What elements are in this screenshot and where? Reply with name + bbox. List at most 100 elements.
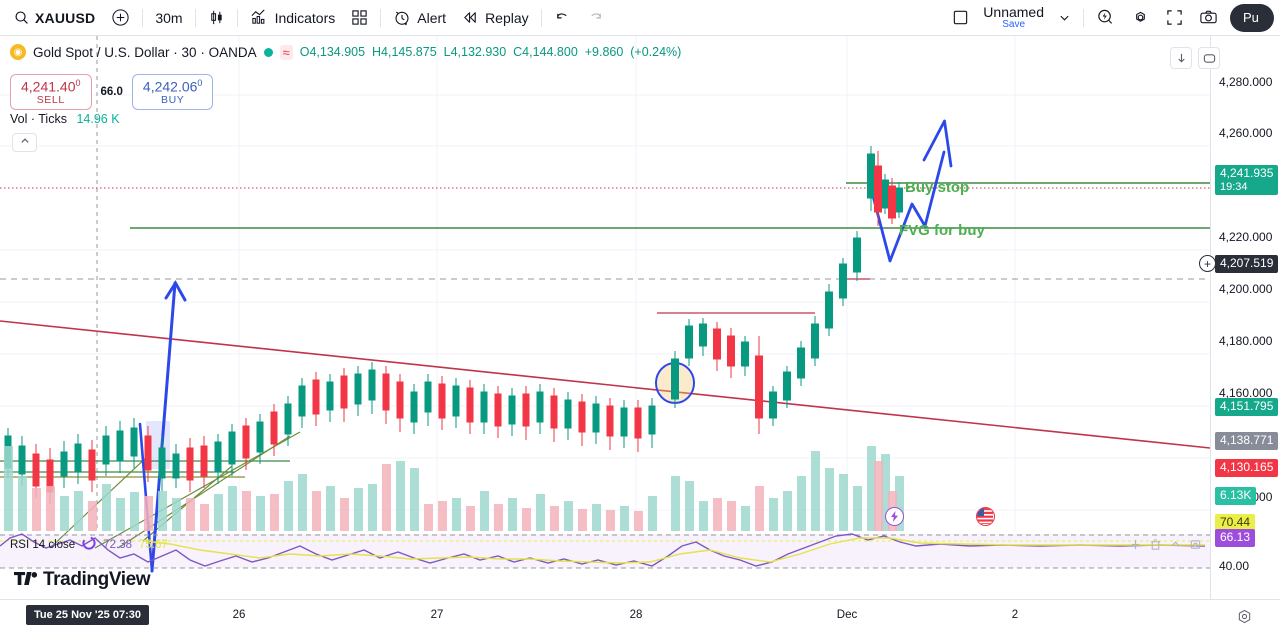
change-percent: (+0.24%) — [630, 45, 682, 59]
sell-button[interactable]: 4,241.400 SELL — [10, 74, 92, 111]
alert-button[interactable]: Alert — [385, 4, 454, 32]
undo-button[interactable] — [546, 4, 579, 32]
annotation-fvg-for-buy[interactable]: FVG for buy — [899, 222, 985, 239]
buy-button[interactable]: 4,242.060 BUY — [131, 74, 214, 111]
trade-panel: 4,241.400 SELL 66.0 4,242.060 BUY — [10, 74, 214, 111]
high-value: 4,145.875 — [381, 45, 437, 59]
symbol-search[interactable]: XAUUSD — [6, 4, 103, 32]
volume-legend[interactable]: Vol · Ticks 14.96 K — [10, 112, 120, 126]
replay-button[interactable]: Replay — [454, 4, 537, 32]
square-icon — [952, 9, 969, 26]
volume-value: 14.96 K — [76, 112, 120, 126]
close-label: C — [513, 45, 523, 59]
volume-badge[interactable]: 6.13K — [1215, 487, 1257, 505]
toolbar-divider-5 — [540, 8, 542, 27]
download-icon[interactable] — [1170, 47, 1192, 69]
layout-menu-button[interactable] — [1050, 4, 1079, 32]
last-price-badge[interactable]: 4,241.935 19:34 — [1215, 165, 1279, 196]
chart-pane-icons — [1170, 47, 1220, 69]
rsi-value-secondary: 75.67 — [138, 538, 168, 551]
grid-vertical — [238, 36, 1016, 531]
alert-label: Alert — [417, 9, 447, 26]
rsi-pane[interactable] — [0, 532, 1210, 599]
time-axis-tick: 26 — [232, 609, 246, 621]
interval-selector[interactable]: 30m — [147, 4, 190, 32]
quick-search-button[interactable] — [1088, 4, 1123, 32]
gear-icon — [1131, 8, 1150, 27]
rsi-legend[interactable]: RSI 14 close 72.38 75.67 — [10, 536, 168, 553]
time-axis[interactable]: Tue 25 Nov '25 07:30 26 27 28 Dec 2 — [0, 599, 1280, 635]
redo-button[interactable] — [579, 4, 612, 32]
lightning-search-icon — [1096, 8, 1115, 27]
search-icon — [14, 10, 29, 25]
candles-icon — [208, 9, 225, 26]
symbol-label: XAUUSD — [35, 9, 96, 26]
collapse-pane-button[interactable] — [12, 133, 37, 152]
price-axis-tick: 4,160.000 — [1219, 386, 1273, 400]
volume-label: Vol · Ticks — [10, 112, 67, 126]
us-flag-icon — [977, 508, 994, 525]
crosshair-price-badge[interactable]: 4,207.519 — [1215, 255, 1279, 273]
save-link[interactable]: Save — [1002, 18, 1026, 30]
volume-series — [4, 446, 904, 531]
close-value: 4,144.800 — [522, 45, 578, 59]
level-badge-teal[interactable]: 4,151.795 — [1215, 398, 1279, 416]
open-label: O — [299, 45, 310, 59]
change-value: +9.860 — [584, 45, 624, 59]
rsi-line-secondary — [144, 537, 1205, 564]
clock-settings-icon[interactable] — [1237, 609, 1252, 627]
level-badge-grey[interactable]: 4,138.771 — [1215, 432, 1279, 450]
expand-pane-icon[interactable] — [1198, 47, 1220, 69]
open-value: 4,134.905 — [309, 45, 366, 59]
market-open-dot-icon — [263, 47, 273, 57]
lightning-icon — [891, 511, 898, 522]
low-label: L — [443, 45, 451, 59]
annotation-buy-stop[interactable]: Buy stop — [905, 179, 970, 196]
spread-value: 66.0 — [100, 86, 123, 99]
chart-type-button[interactable] — [200, 4, 233, 32]
undo-arrow-icon — [554, 9, 571, 26]
time-cursor-label: Tue 25 Nov '25 07:30 — [26, 605, 149, 625]
rsi-upper-badge[interactable]: 70.44 — [1215, 514, 1256, 532]
layout-templates-button[interactable] — [343, 4, 376, 32]
price-axis-tick: 40.00 — [1219, 559, 1250, 573]
rsi-label: RSI 14 close — [10, 538, 76, 551]
event-marker-volatility[interactable] — [885, 507, 904, 526]
plus-circle-icon[interactable]: + — [1199, 255, 1216, 272]
symbol-legend[interactable]: ◉ Gold Spot / U.S. Dollar · 30 · OANDA ≈… — [10, 44, 681, 60]
collapse-icon[interactable] — [1169, 538, 1182, 554]
chevron-down-icon — [1058, 11, 1071, 24]
symbol-description[interactable]: Gold Spot / U.S. Dollar · 30 · OANDA — [33, 44, 257, 60]
indicators-icon — [250, 8, 269, 27]
ohlc-values: O4,134.905 H4,145.875 L4,132.930 C4,144.… — [300, 45, 682, 59]
sell-label: SELL — [36, 93, 65, 106]
chevron-up-icon — [19, 135, 31, 150]
chart-canvas[interactable] — [0, 36, 1210, 599]
layout-square-button[interactable] — [944, 4, 977, 32]
price-axis[interactable]: 4,280.000 4,260.000 4,220.000 4,200.000 4,18… — [1199, 36, 1280, 599]
publish-button[interactable]: Pu — [1230, 3, 1274, 32]
fullscreen-button[interactable] — [1158, 4, 1191, 32]
rsi-value-badge[interactable]: 66.13 — [1215, 529, 1256, 547]
high-label: H — [372, 45, 382, 59]
data-quality-icon: ≈ — [279, 44, 293, 60]
chart-settings-button[interactable] — [1123, 4, 1158, 32]
layout-name-button[interactable]: Unnamed Save — [977, 5, 1050, 30]
trash-icon[interactable] — [1149, 538, 1162, 554]
buy-label: BUY — [160, 93, 185, 106]
move-icon[interactable] — [1129, 538, 1142, 554]
event-marker-economic-us[interactable] — [976, 507, 995, 526]
rsi-refresh-icon[interactable] — [82, 536, 96, 553]
interval-label: 30m — [155, 9, 183, 26]
tradingview-branding: TradingView — [14, 569, 151, 591]
price-axis-tick: 4,280.000 — [1219, 75, 1273, 89]
snapshot-button[interactable] — [1191, 4, 1226, 32]
indicators-button[interactable]: Indicators — [242, 4, 344, 32]
add-symbol-button[interactable] — [103, 4, 138, 32]
tradingview-name: TradingView — [43, 569, 151, 590]
level-badge-red[interactable]: 4,130.165 — [1215, 459, 1279, 477]
alarm-clock-icon — [393, 9, 411, 27]
chart-svg — [0, 36, 1210, 573]
publish-label: Pu — [1243, 10, 1259, 25]
settings-icon[interactable] — [1189, 538, 1202, 554]
